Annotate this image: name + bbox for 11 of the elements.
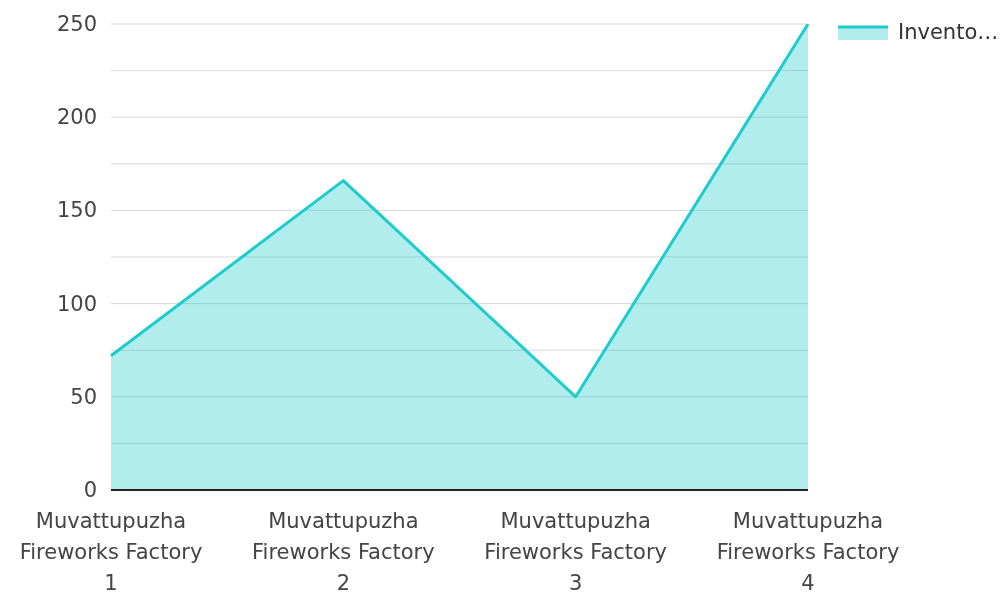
- y-tick-label: 150: [56, 198, 97, 223]
- y-tick-label: 100: [56, 291, 97, 316]
- y-tick-label: 0: [83, 478, 97, 502]
- y-tick-label: 250: [56, 12, 97, 36]
- y-tick-label: 50: [70, 384, 97, 409]
- x-tick-label: Muvattupuzha Fireworks Factory 3: [484, 509, 667, 595]
- x-tick-label: Muvattupuzha Fireworks Factory 1: [19, 509, 203, 595]
- x-tick-label: Muvattupuzha Fireworks Factory 4: [716, 509, 900, 595]
- x-tick-label: Muvattupuzha Fireworks Factory 2: [252, 509, 435, 595]
- y-tick-label: 200: [56, 105, 97, 130]
- legend-label: Invento…: [898, 20, 999, 44]
